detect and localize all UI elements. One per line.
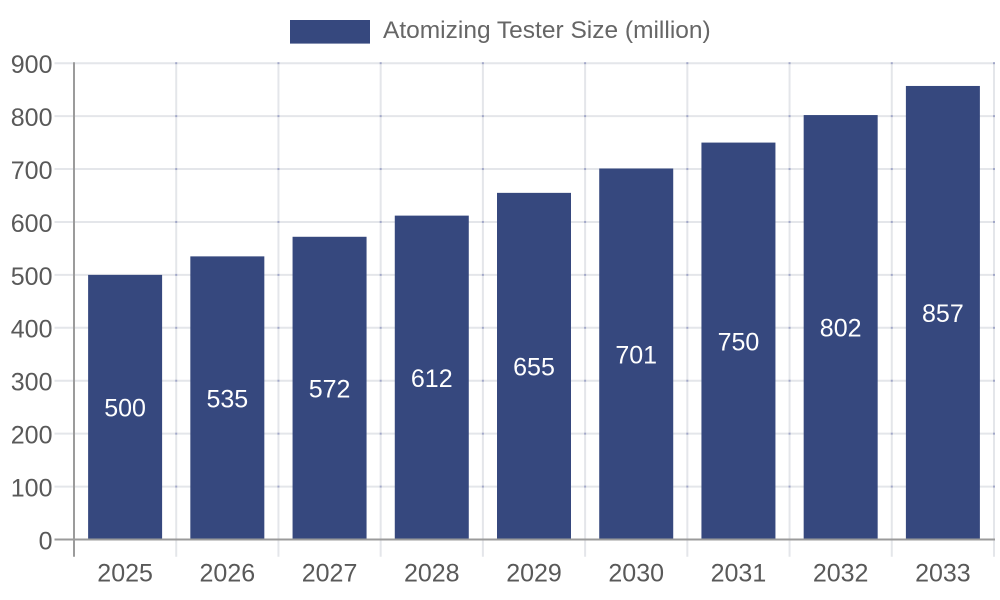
svg-text:100: 100 (11, 474, 53, 502)
svg-text:2030: 2030 (608, 560, 664, 588)
svg-text:535: 535 (206, 385, 248, 413)
svg-text:500: 500 (11, 263, 53, 291)
svg-text:Atomizing Tester Size (million: Atomizing Tester Size (million) (383, 17, 711, 44)
svg-text:400: 400 (11, 316, 53, 344)
svg-text:802: 802 (820, 315, 862, 343)
svg-text:0: 0 (39, 527, 53, 555)
svg-text:750: 750 (718, 328, 760, 356)
svg-text:600: 600 (11, 210, 53, 238)
svg-text:700: 700 (11, 157, 53, 185)
svg-text:655: 655 (513, 354, 555, 382)
svg-text:2028: 2028 (404, 560, 460, 588)
svg-text:2026: 2026 (200, 560, 256, 588)
svg-text:300: 300 (11, 369, 53, 397)
svg-text:701: 701 (615, 341, 657, 369)
svg-text:2027: 2027 (302, 560, 358, 588)
svg-text:200: 200 (11, 422, 53, 450)
svg-text:2032: 2032 (813, 560, 869, 588)
svg-text:612: 612 (411, 365, 453, 393)
svg-text:2029: 2029 (506, 560, 562, 588)
svg-text:500: 500 (104, 395, 146, 423)
svg-text:2033: 2033 (915, 560, 971, 588)
svg-text:857: 857 (922, 300, 964, 328)
svg-text:800: 800 (11, 104, 53, 132)
svg-text:900: 900 (11, 51, 53, 79)
svg-text:2031: 2031 (711, 560, 767, 588)
svg-text:2025: 2025 (97, 560, 153, 588)
svg-text:572: 572 (309, 376, 351, 404)
